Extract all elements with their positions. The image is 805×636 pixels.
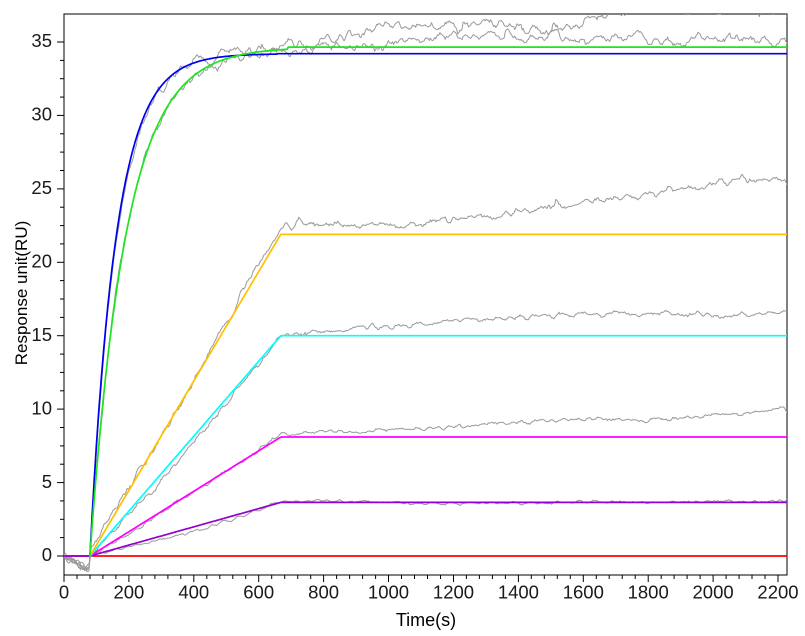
svg-text:10: 10 bbox=[31, 397, 52, 418]
svg-text:25: 25 bbox=[31, 177, 52, 198]
svg-text:Response unit(RU): Response unit(RU) bbox=[12, 221, 31, 366]
svg-text:800: 800 bbox=[308, 582, 339, 603]
svg-text:0: 0 bbox=[42, 544, 52, 565]
svg-text:1800: 1800 bbox=[628, 582, 669, 603]
svg-text:30: 30 bbox=[31, 104, 52, 125]
svg-text:5: 5 bbox=[42, 471, 52, 492]
svg-text:200: 200 bbox=[113, 582, 144, 603]
svg-text:1000: 1000 bbox=[368, 582, 409, 603]
svg-text:35: 35 bbox=[31, 30, 52, 51]
svg-text:600: 600 bbox=[243, 582, 274, 603]
svg-text:Time(s): Time(s) bbox=[396, 610, 456, 630]
svg-text:20: 20 bbox=[31, 251, 52, 272]
svg-text:1200: 1200 bbox=[433, 582, 474, 603]
svg-text:2000: 2000 bbox=[693, 582, 734, 603]
svg-text:1400: 1400 bbox=[498, 582, 539, 603]
svg-text:1600: 1600 bbox=[563, 582, 604, 603]
svg-text:400: 400 bbox=[178, 582, 209, 603]
svg-text:2200: 2200 bbox=[757, 582, 798, 603]
svg-text:15: 15 bbox=[31, 324, 52, 345]
svg-text:0: 0 bbox=[59, 582, 69, 603]
